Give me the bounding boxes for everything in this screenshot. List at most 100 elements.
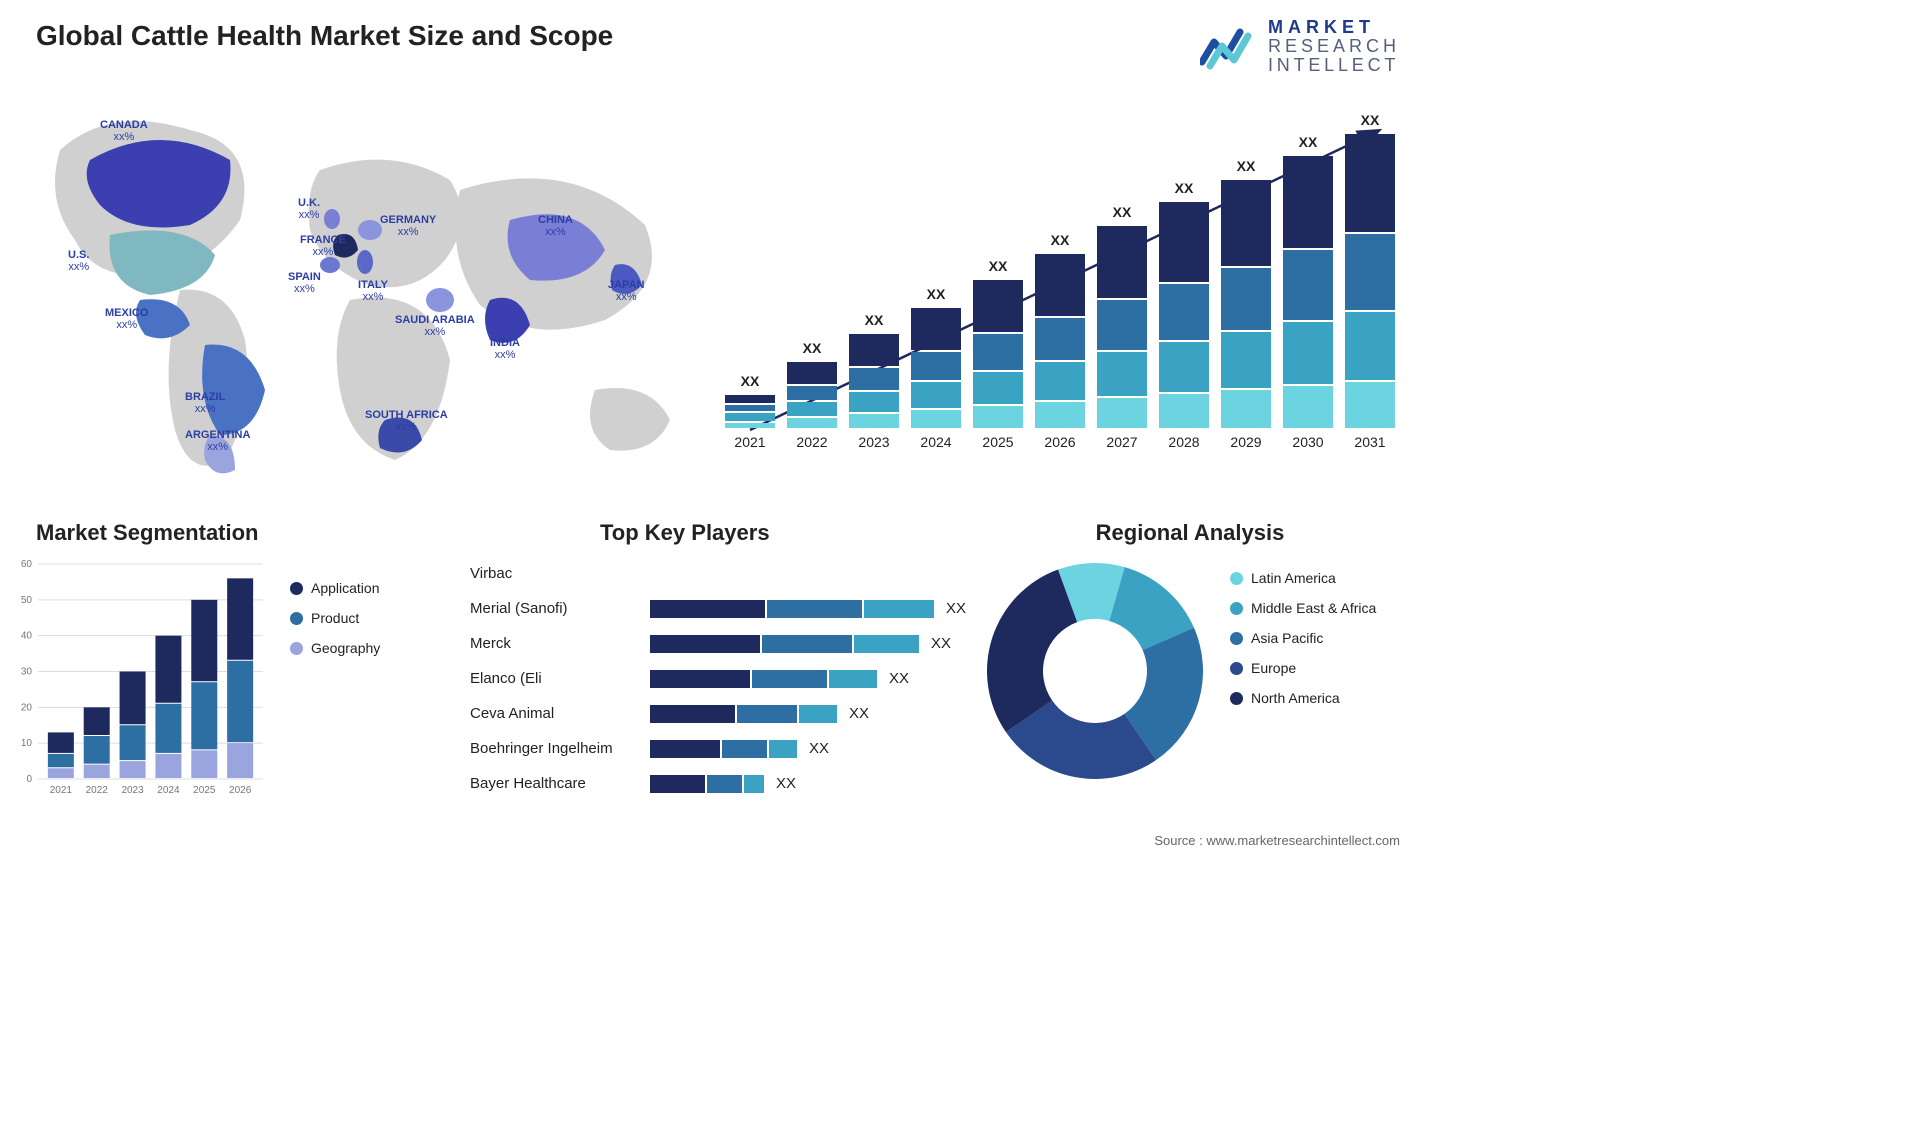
segmentation-bar-segment xyxy=(155,754,181,778)
growth-bar-segment xyxy=(1221,332,1271,388)
player-bar-segment xyxy=(722,740,767,758)
svg-text:20: 20 xyxy=(21,702,33,713)
legend-item: Geography xyxy=(290,640,380,656)
country-label: ITALYxx% xyxy=(358,280,388,303)
growth-bar-top-label: XX xyxy=(989,258,1008,274)
growth-bar-segment xyxy=(1097,398,1147,428)
country-label: CHINAxx% xyxy=(538,215,573,238)
growth-bar-year: 2029 xyxy=(1230,434,1261,450)
growth-bar-segment xyxy=(725,395,775,403)
svg-text:2021: 2021 xyxy=(50,785,73,796)
logo-line3: INTELLECT xyxy=(1268,56,1400,75)
growth-bar-segment xyxy=(973,372,1023,404)
country-label: U.S.xx% xyxy=(68,250,89,273)
growth-bar-top-label: XX xyxy=(1175,180,1194,196)
player-row: Merial (Sanofi)XX xyxy=(470,591,980,626)
growth-bar-top-label: XX xyxy=(1361,112,1380,128)
logo-icon xyxy=(1200,22,1256,70)
top-key-players-title: Top Key Players xyxy=(600,520,980,546)
growth-bar-segment xyxy=(1283,250,1333,320)
segmentation-bar-segment xyxy=(227,661,253,742)
growth-bar-top-label: XX xyxy=(1113,204,1132,220)
growth-bar-segment xyxy=(1159,202,1209,282)
logo-line1: MARKET xyxy=(1268,18,1400,37)
player-bar-segment xyxy=(769,740,797,758)
growth-bar-segment xyxy=(1283,156,1333,248)
segmentation-bar-segment xyxy=(84,765,110,778)
legend-item: Middle East & Africa xyxy=(1230,600,1376,616)
growth-bar-segment xyxy=(1345,234,1395,310)
growth-bar-segment xyxy=(1159,394,1209,428)
player-bar-segment xyxy=(854,635,919,653)
growth-bar: XX 2030 xyxy=(1283,134,1333,450)
growth-bar-segment xyxy=(1159,284,1209,340)
growth-bar-segment xyxy=(787,362,837,384)
growth-bar-segment xyxy=(725,405,775,411)
svg-text:2025: 2025 xyxy=(193,785,216,796)
segmentation-bar-segment xyxy=(84,707,110,735)
world-map: CANADAxx%U.S.xx%MEXICOxx%BRAZILxx%ARGENT… xyxy=(30,90,710,490)
legend-item: Application xyxy=(290,580,380,596)
player-bar-segment xyxy=(650,740,720,758)
top-key-players-rows: VirbacMerial (Sanofi)XXMerckXXElanco (El… xyxy=(470,556,980,801)
player-row: Virbac xyxy=(470,556,980,591)
player-name: Merck xyxy=(470,635,650,652)
growth-bar-segment xyxy=(1221,268,1271,330)
regional-analysis-title: Regional Analysis xyxy=(980,520,1400,546)
segmentation-bar-segment xyxy=(120,672,146,725)
growth-bar-segment xyxy=(1035,402,1085,428)
growth-bar-year: 2030 xyxy=(1292,434,1323,450)
country-label: CANADAxx% xyxy=(100,120,148,143)
growth-bar-segment xyxy=(1283,386,1333,428)
legend-item: Product xyxy=(290,610,380,626)
brand-logo: MARKET RESEARCH INTELLECT xyxy=(1200,18,1400,75)
segmentation-bar-segment xyxy=(191,600,217,681)
regional-donut-chart xyxy=(980,556,1210,786)
player-bar-segment xyxy=(752,670,827,688)
segmentation-bar-segment xyxy=(48,732,74,753)
growth-bar-top-label: XX xyxy=(1299,134,1318,150)
growth-bar-year: 2025 xyxy=(982,434,1013,450)
segmentation-bar-segment xyxy=(227,578,253,659)
growth-bar-segment xyxy=(1035,318,1085,360)
country-label: JAPANxx% xyxy=(608,280,644,303)
player-value: XX xyxy=(889,670,909,687)
player-bar-segment xyxy=(650,670,750,688)
growth-bar: XX2028 xyxy=(1159,180,1209,450)
player-bar-segment xyxy=(864,600,934,618)
growth-bar: XX2023 xyxy=(849,312,899,450)
growth-bar-top-label: XX xyxy=(741,373,760,389)
growth-bar: XX2022 xyxy=(787,340,837,450)
player-bar-segment xyxy=(650,705,735,723)
growth-bar-year: 2022 xyxy=(796,434,827,450)
country-label: SOUTH AFRICAxx% xyxy=(365,410,448,433)
player-bar-segment xyxy=(762,635,852,653)
svg-text:10: 10 xyxy=(21,738,33,749)
growth-bar-segment xyxy=(725,423,775,428)
growth-bar-year: 2027 xyxy=(1106,434,1137,450)
svg-text:40: 40 xyxy=(21,631,33,642)
player-name: Ceva Animal xyxy=(470,705,650,722)
player-value: XX xyxy=(946,600,966,617)
player-bar xyxy=(650,740,799,758)
player-bar-segment xyxy=(650,600,765,618)
growth-bar-segment xyxy=(911,308,961,350)
regional-analysis-section: Regional Analysis xyxy=(980,520,1400,546)
country-label: FRANCExx% xyxy=(300,235,346,258)
player-bar xyxy=(650,600,936,618)
player-name: Virbac xyxy=(470,565,650,582)
growth-bar-year: 2031 xyxy=(1354,434,1385,450)
player-value: XX xyxy=(849,705,869,722)
growth-bar-segment xyxy=(849,414,899,428)
country-label: BRAZILxx% xyxy=(185,392,225,415)
growth-bar: XX 2027 xyxy=(1097,204,1147,450)
growth-bar-segment xyxy=(1345,382,1395,428)
growth-bar-segment xyxy=(1097,300,1147,350)
svg-text:60: 60 xyxy=(21,559,33,570)
segmentation-bar-segment xyxy=(191,682,217,749)
player-name: Boehringer Ingelheim xyxy=(470,740,650,757)
growth-bar: XX2029 xyxy=(1221,158,1271,450)
growth-bar-year: 2021 xyxy=(734,434,765,450)
source-attribution: Source : www.marketresearchintellect.com xyxy=(1154,833,1400,848)
segmentation-bar-segment xyxy=(120,725,146,760)
